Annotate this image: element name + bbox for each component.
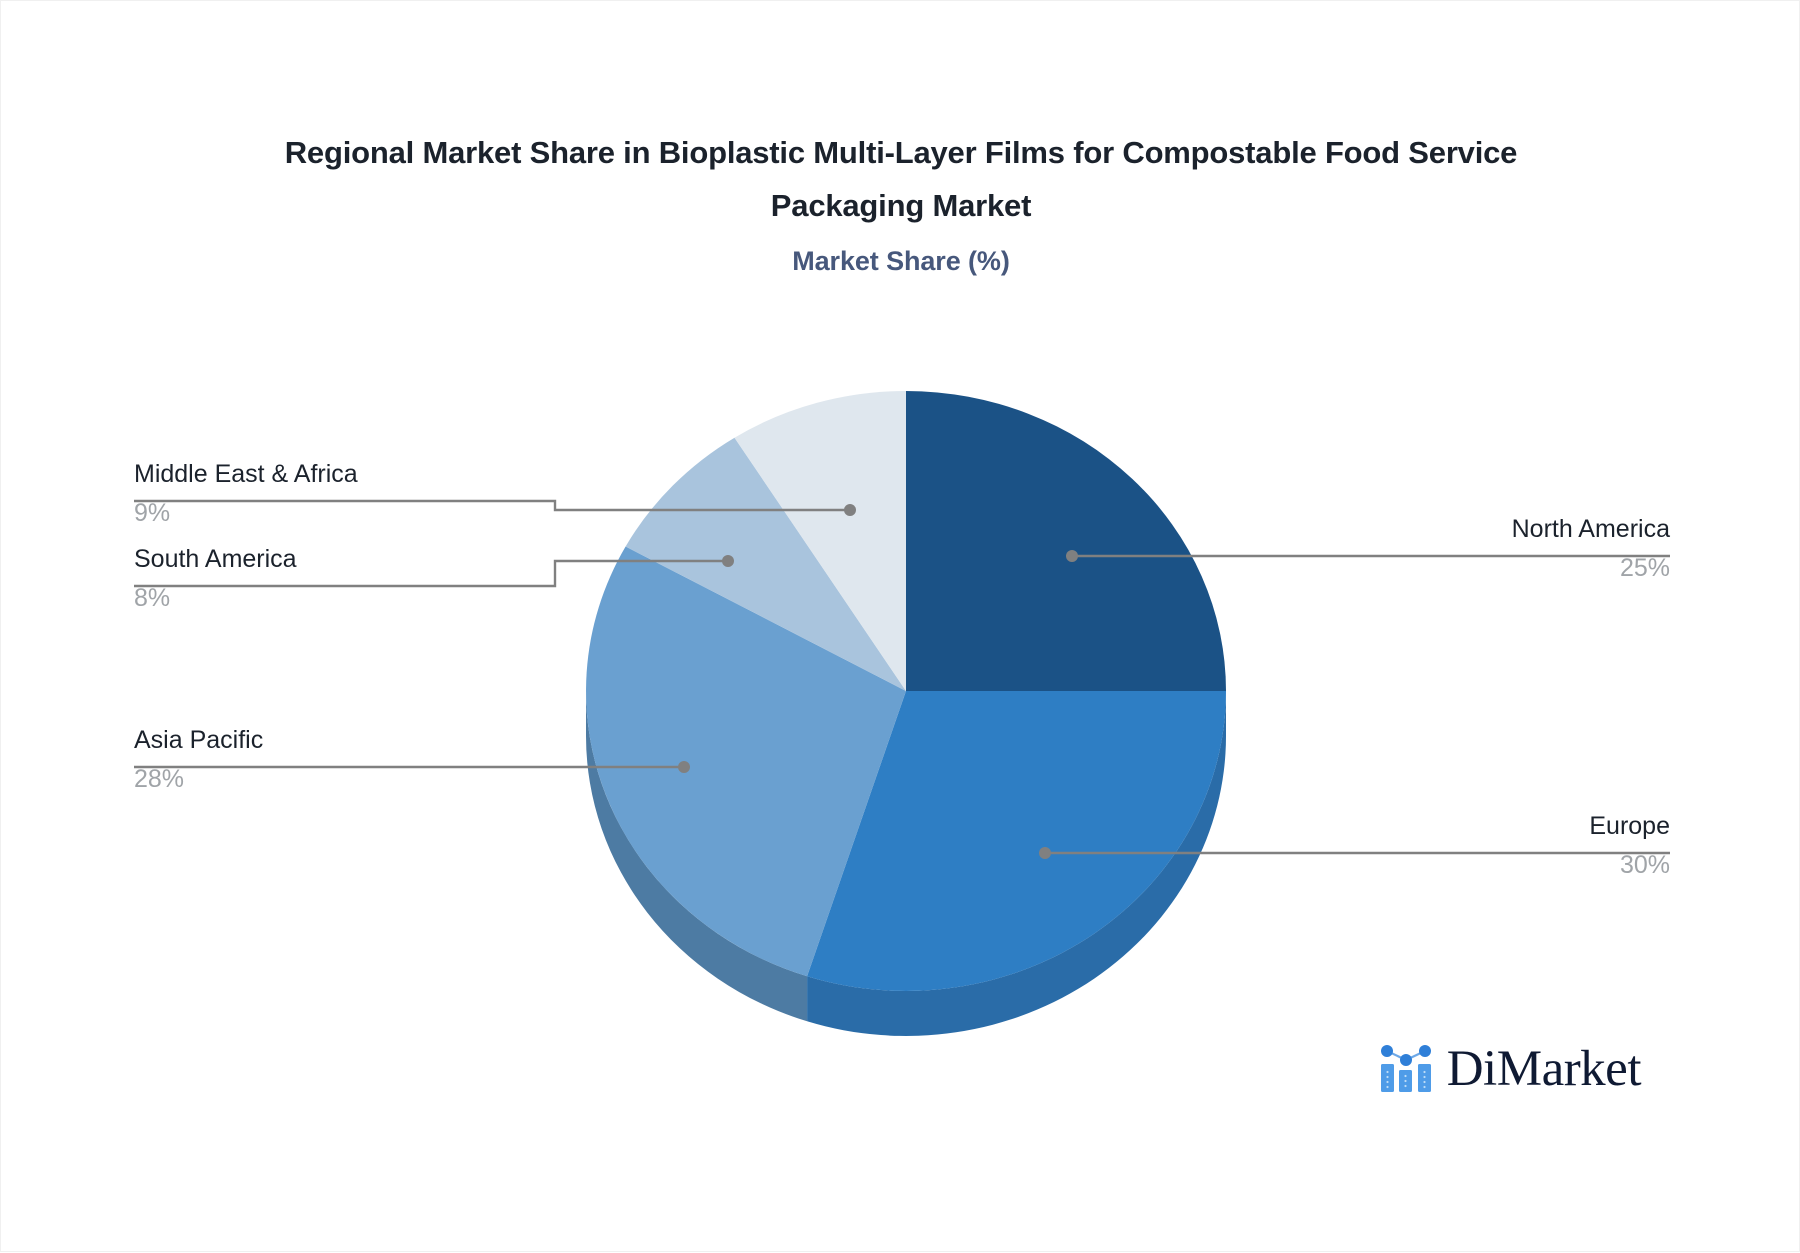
slice-label-middle-east-africa: Middle East & Africa 9%: [134, 459, 358, 528]
slice-label-north-america-name: North America: [1511, 515, 1670, 543]
pie-side-europe: [807, 691, 1226, 1036]
slice-label-asia-pacific-name: Asia Pacific: [134, 726, 264, 754]
leader-dot-south-america: [722, 555, 734, 567]
leader-dot-europe: [1039, 847, 1051, 859]
pie-depth: [586, 691, 1226, 1036]
chart-title-line1: Regional Market Share in Bioplastic Mult…: [284, 135, 1518, 170]
slice-label-middle-east-africa-value: 9%: [134, 499, 171, 527]
slice-label-asia-pacific: Asia Pacific 28%: [134, 725, 263, 794]
slice-label-south-america: South America 8%: [134, 544, 297, 613]
slice-label-europe-name: Europe: [1589, 812, 1670, 840]
pie-top: [586, 390, 1226, 991]
slice-label-south-america-name: South America: [134, 545, 297, 573]
title-block: Regional Market Share in Bioplastic Mult…: [1, 126, 1800, 277]
slice-label-north-america-value: 25%: [1619, 554, 1670, 582]
slice-label-south-america-value: 8%: [134, 584, 171, 612]
pie-slice-asia-pacific: [586, 546, 906, 977]
leader-dot-asia-pacific: [678, 761, 690, 773]
slice-label-europe: Europe 30%: [1170, 811, 1670, 880]
slice-label-europe-value: 30%: [1619, 851, 1670, 879]
chart-title-line2: Packaging Market: [770, 188, 1032, 223]
chart-subtitle: Market Share (%): [792, 246, 1010, 276]
chart-title: Regional Market Share in Bioplastic Mult…: [141, 126, 1661, 232]
dimarket-logo-text: DiMarket: [1446, 1040, 1642, 1097]
slice-label-north-america: North America 25%: [1170, 514, 1670, 583]
leader-dot-middle-east-africa: [844, 504, 856, 516]
pie-slice-south-america: [625, 437, 906, 691]
slice-label-middle-east-africa-name: Middle East & Africa: [134, 460, 358, 488]
bar-chart-icon: [1380, 1045, 1431, 1092]
pie-slice-middle-east-africa: [734, 390, 906, 691]
leader-dot-north-america: [1066, 550, 1078, 562]
slice-label-asia-pacific-value: 28%: [134, 765, 185, 793]
pie-side-asia-pacific: [586, 691, 808, 1022]
pie-slice-europe: [807, 691, 1226, 991]
dimarket-logo: DiMarket: [1378, 1040, 1642, 1097]
